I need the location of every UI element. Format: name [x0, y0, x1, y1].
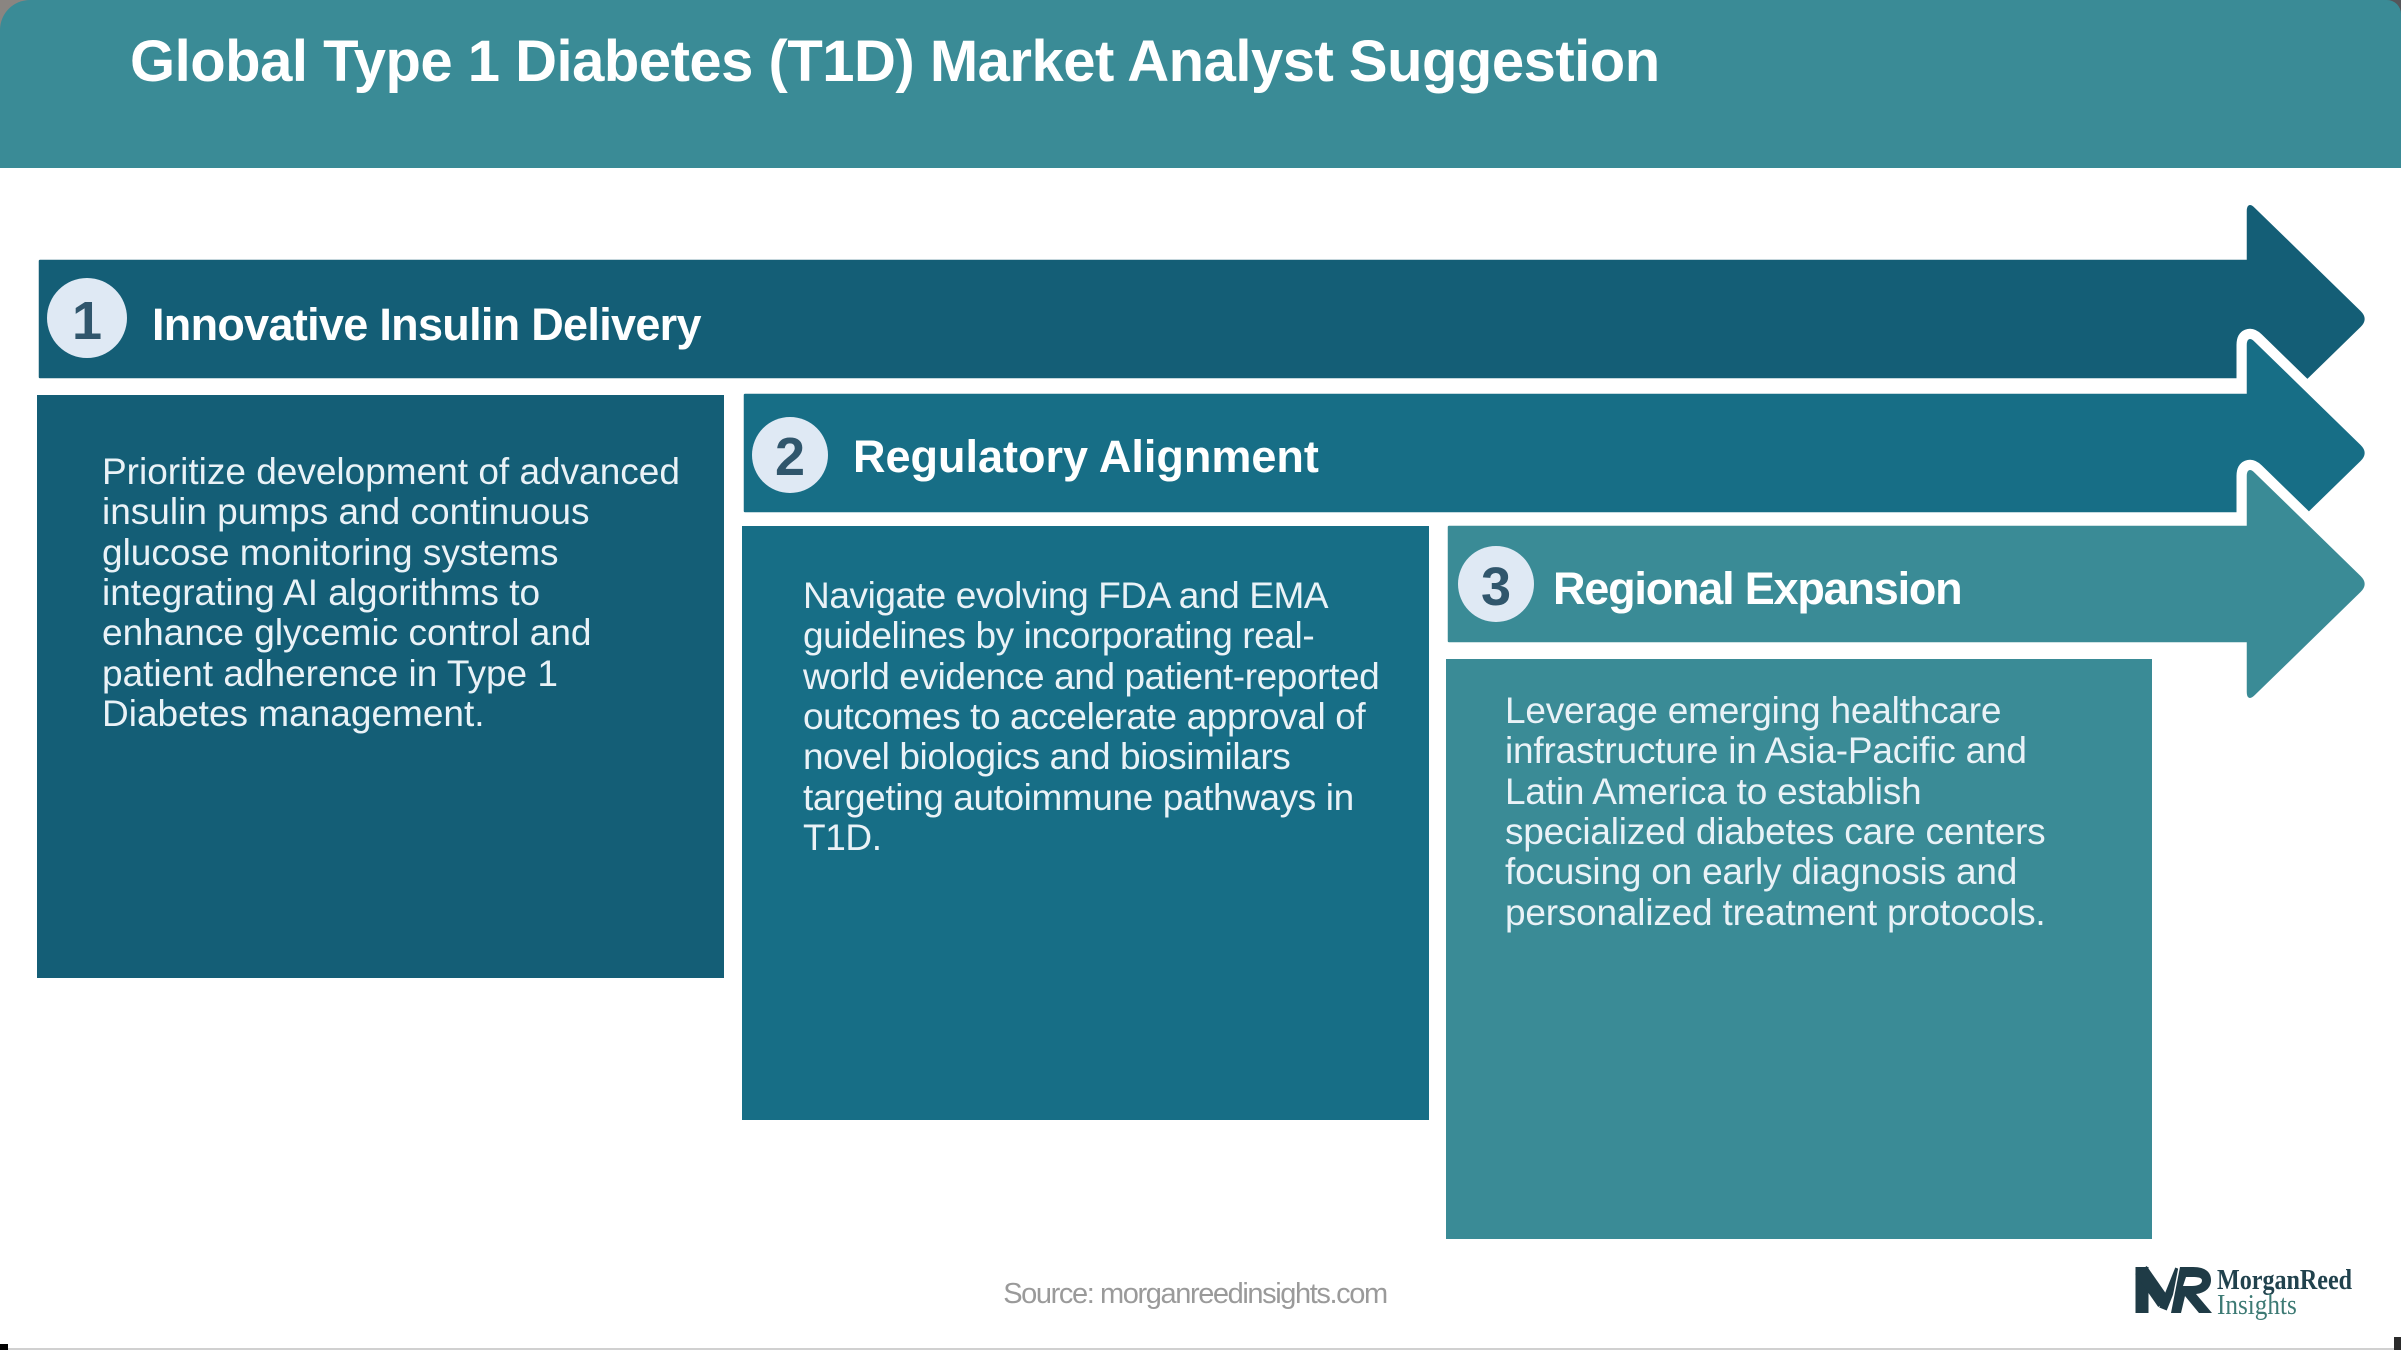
svg-text:MorganReed: MorganReed	[2217, 1264, 2353, 1295]
svg-text:Insights: Insights	[2217, 1289, 2297, 1321]
